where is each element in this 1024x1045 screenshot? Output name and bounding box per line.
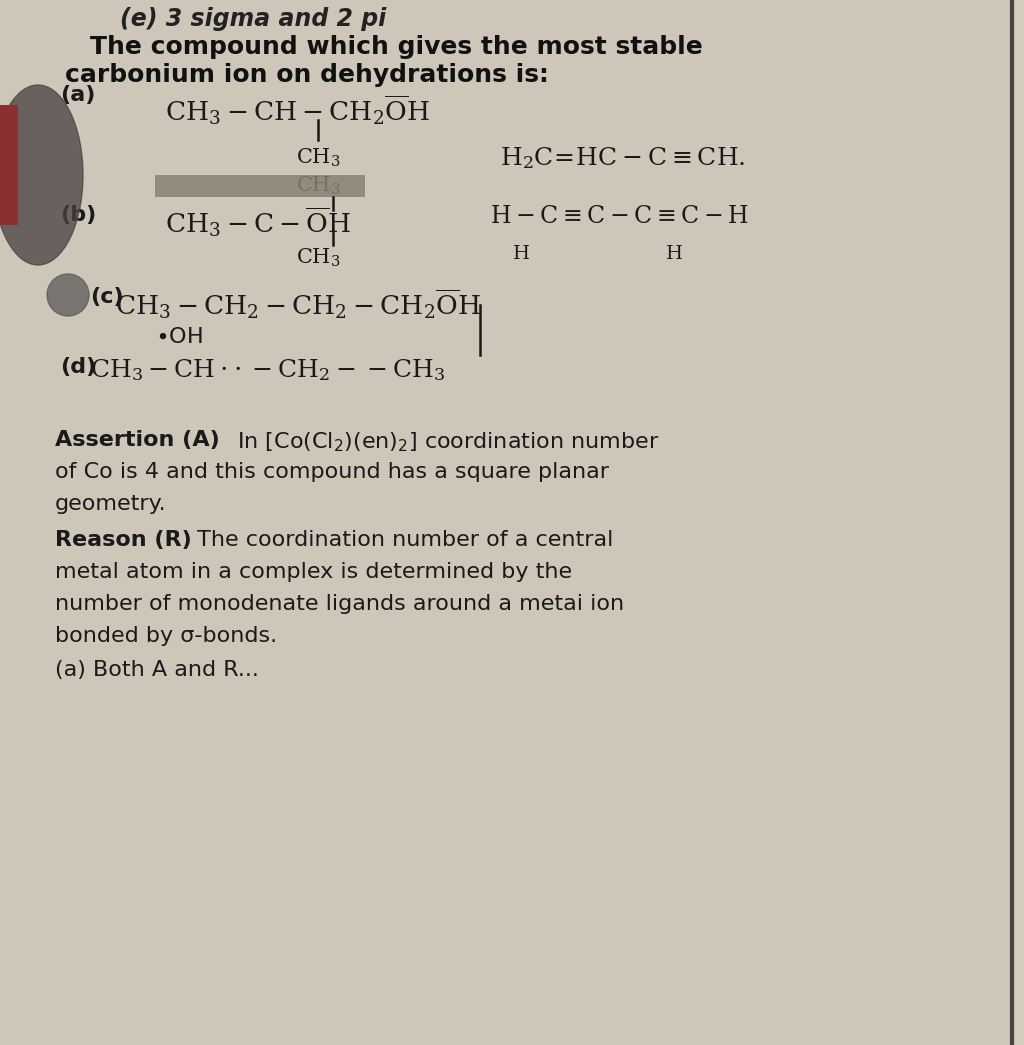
Text: $\bullet$OH: $\bullet$OH [155, 327, 203, 347]
Ellipse shape [0, 85, 83, 265]
Text: (a): (a) [60, 85, 95, 104]
Text: $\mathregular{CH_3}$: $\mathregular{CH_3}$ [296, 147, 341, 169]
Text: $\mathregular{CH_3 - CH_2 - CH_2 - CH_2\overline{O}H}$: $\mathregular{CH_3 - CH_2 - CH_2 - CH_2\… [115, 287, 481, 321]
Text: of Co is 4 and this compound has a square planar: of Co is 4 and this compound has a squar… [55, 462, 609, 482]
Text: metal atom in a complex is determined by the: metal atom in a complex is determined by… [55, 562, 572, 582]
Text: $\mathregular{H}$: $\mathregular{H}$ [512, 245, 530, 263]
Text: Assertion (A): Assertion (A) [55, 429, 220, 450]
Text: carbonium ion on dehydrations is:: carbonium ion on dehydrations is: [65, 63, 549, 87]
Text: The compound which gives the most stable: The compound which gives the most stable [90, 34, 702, 59]
Text: In $\mathregular{[Co(Cl_2)(en)_2]}$ coordination number: In $\mathregular{[Co(Cl_2)(en)_2]}$ coor… [230, 429, 659, 454]
Text: The coordination number of a central: The coordination number of a central [190, 530, 613, 550]
Text: $\mathregular{CH_3 - C - \overline{O}H}$: $\mathregular{CH_3 - C - \overline{O}H}$ [165, 205, 351, 238]
Text: (e) 3 sigma and 2 pi: (e) 3 sigma and 2 pi [120, 7, 386, 31]
Text: Reason (R): Reason (R) [55, 530, 191, 550]
FancyBboxPatch shape [0, 104, 18, 225]
Ellipse shape [47, 274, 89, 316]
FancyBboxPatch shape [155, 175, 365, 198]
Text: $\mathregular{CH_3}$: $\mathregular{CH_3}$ [296, 175, 340, 198]
Text: $\mathregular{CH_3}$: $\mathregular{CH_3}$ [296, 247, 340, 270]
Text: (b): (b) [60, 205, 96, 225]
Text: (c): (c) [90, 287, 124, 307]
Text: $\mathregular{CH_3 - CH \cdot\!\cdot - CH_2 - - CH_3}$: $\mathregular{CH_3 - CH \cdot\!\cdot - C… [90, 357, 445, 382]
Text: (a) Both A and R...: (a) Both A and R... [55, 660, 259, 680]
Text: number of monodenate ligands around a metai ion: number of monodenate ligands around a me… [55, 594, 624, 614]
Text: (d): (d) [60, 357, 96, 377]
Text: $\mathregular{H - C{\equiv}C - C{\equiv}C - H}$: $\mathregular{H - C{\equiv}C - C{\equiv}… [490, 205, 750, 228]
Text: $\mathregular{CH_3 - CH - CH_2\overline{O}H}$: $\mathregular{CH_3 - CH - CH_2\overline{… [165, 93, 430, 126]
Text: geometry.: geometry. [55, 494, 167, 514]
Text: $\mathregular{H}$: $\mathregular{H}$ [665, 245, 683, 263]
Text: bonded by σ-bonds.: bonded by σ-bonds. [55, 626, 278, 646]
Text: $\mathregular{H_2C\!=\!HC - C{\equiv}CH.}$: $\mathregular{H_2C\!=\!HC - C{\equiv}CH.… [500, 145, 745, 171]
